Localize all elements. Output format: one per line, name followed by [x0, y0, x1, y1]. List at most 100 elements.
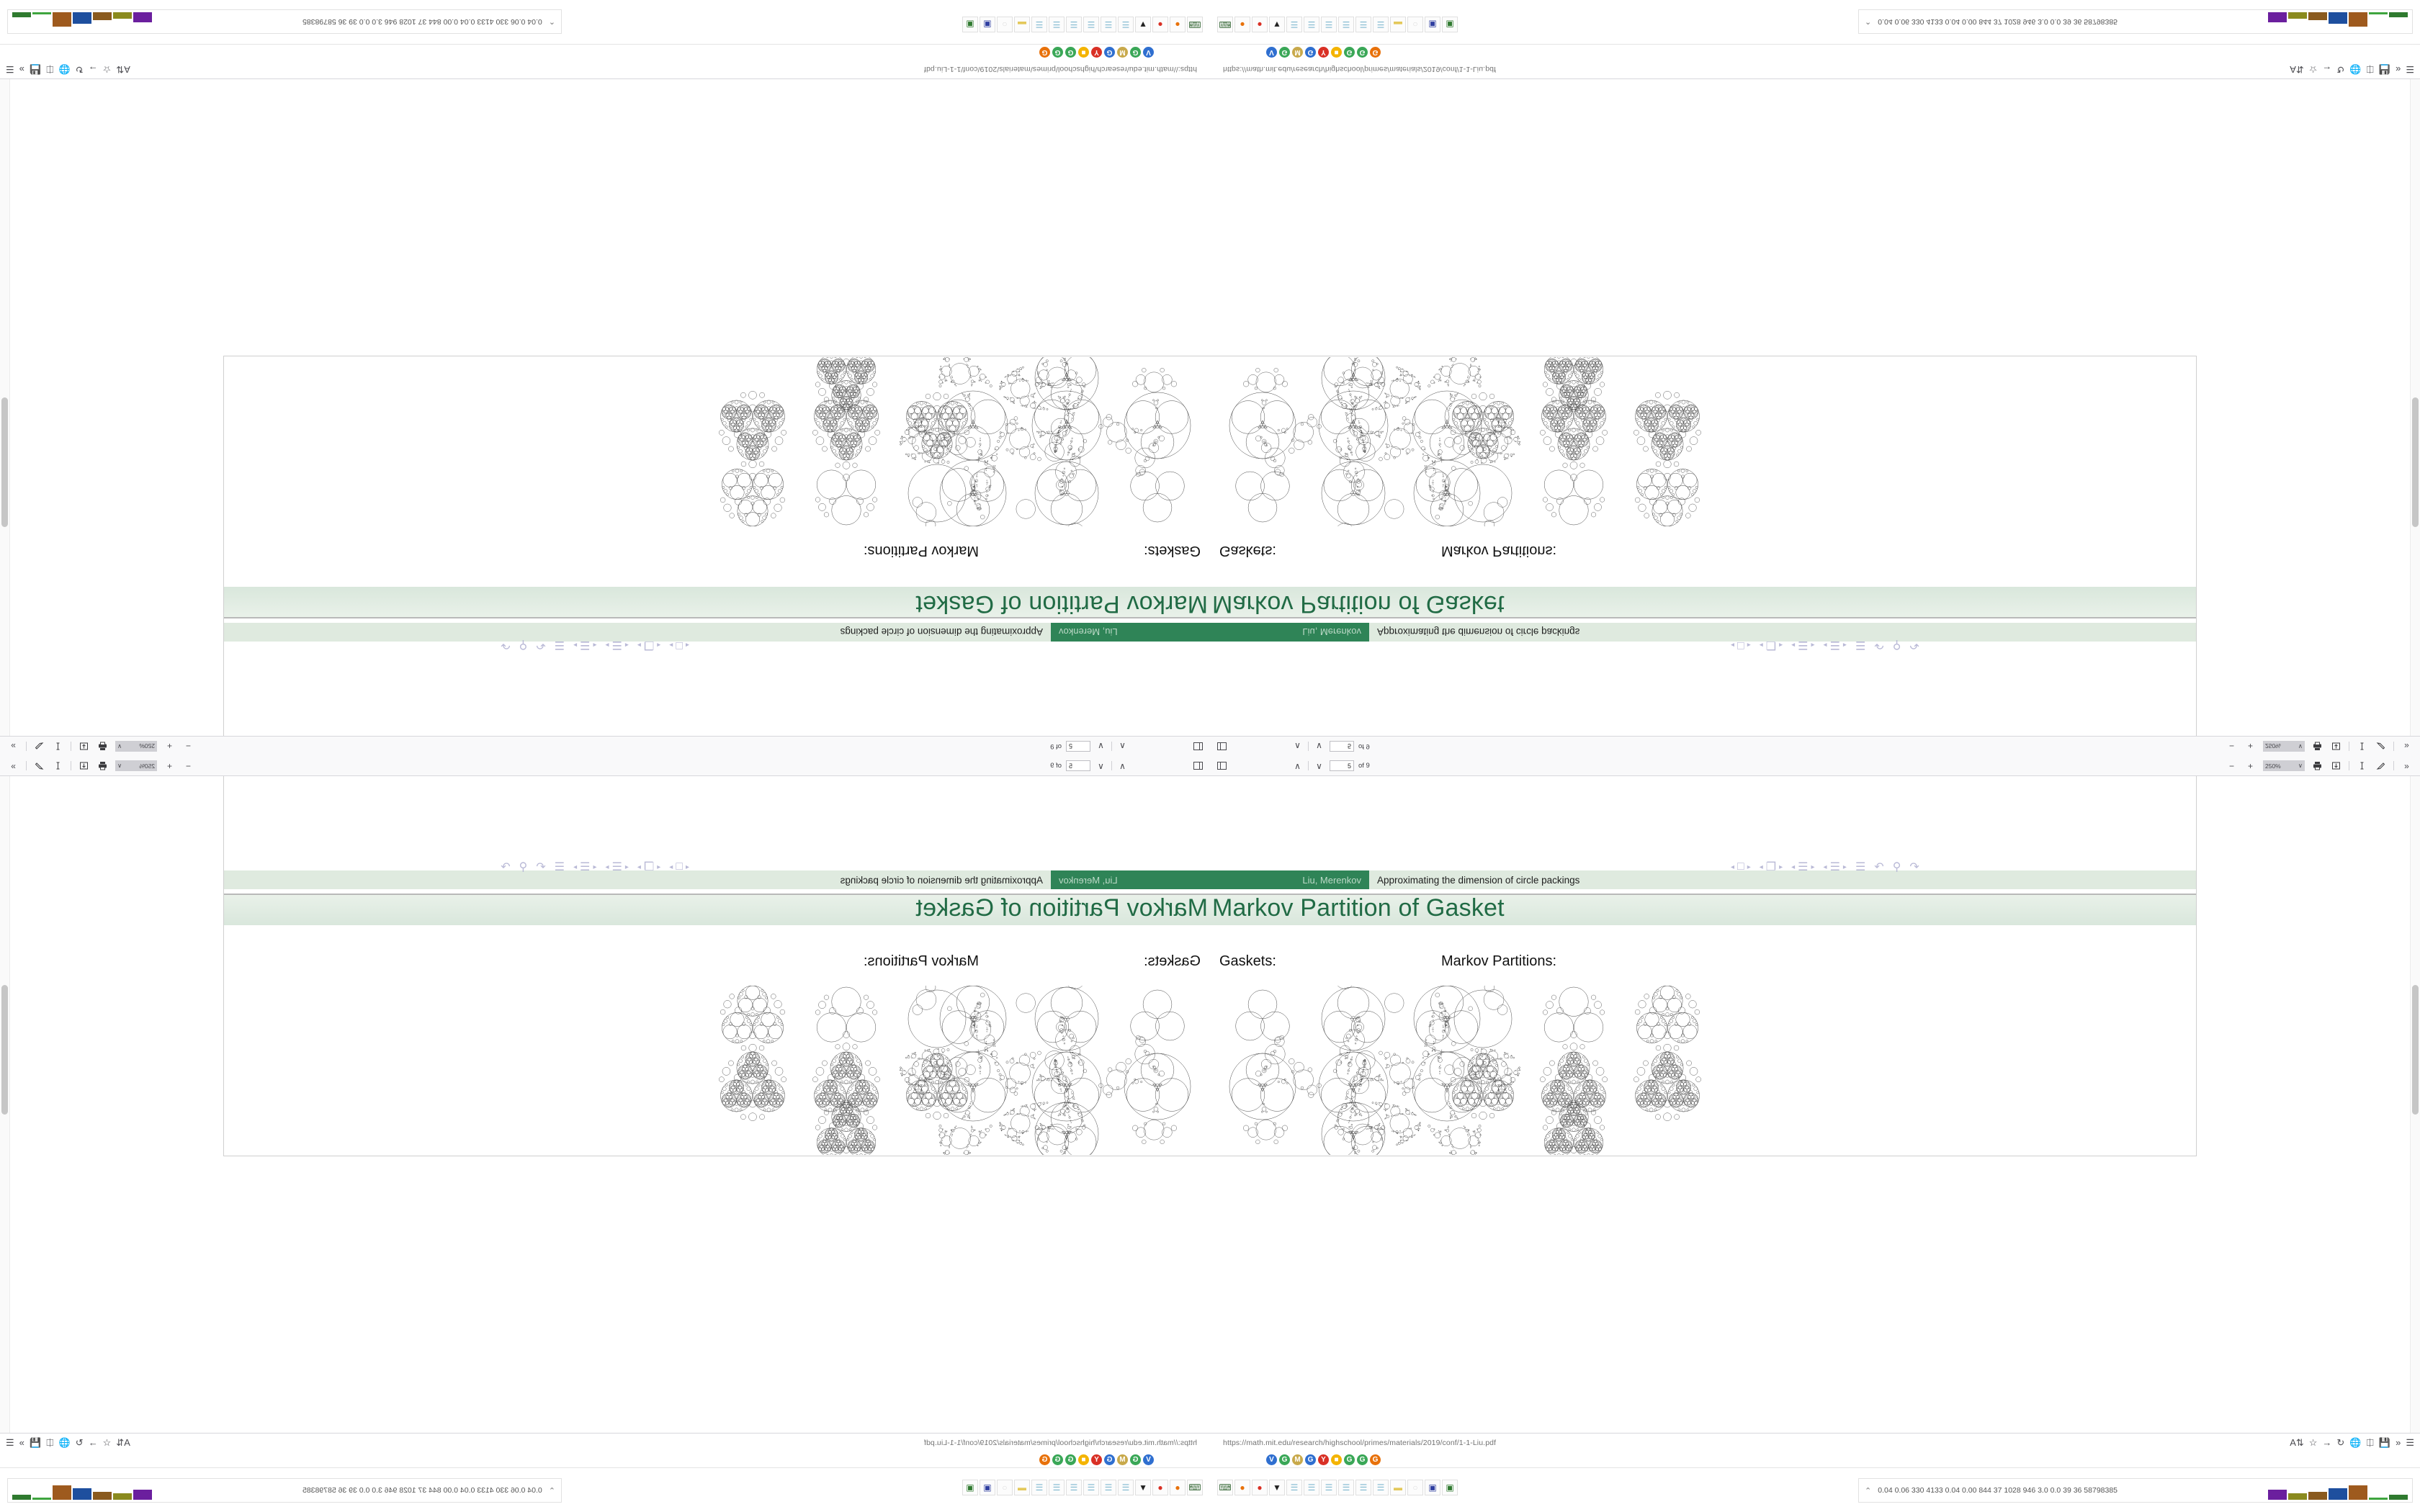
taskbar-blank[interactable]: ○	[1407, 17, 1423, 32]
more-tools-icon[interactable]: »	[11, 760, 16, 771]
bookmark-img[interactable]: ■	[1331, 1454, 1342, 1465]
zoom-level-select[interactable]: 250% ∨	[2263, 741, 2305, 752]
section-next-icon[interactable]: ▸	[573, 863, 578, 871]
bookmark-g2[interactable]: G	[1305, 47, 1316, 58]
highlighter-icon[interactable]	[2375, 760, 2387, 772]
taskbar-notepad-5[interactable]: ☰	[1049, 1480, 1065, 1495]
subsection-prev-icon[interactable]: ◂	[1791, 641, 1796, 649]
taskbar-notepad-2[interactable]: ☰	[1101, 17, 1116, 32]
bookmark-star-icon[interactable]: ☆	[2308, 1436, 2318, 1448]
pdf-viewer[interactable]: ∧ ∨ of 9 − + 250% ∨	[0, 79, 1210, 756]
slide-next-icon[interactable]: ▸	[637, 863, 641, 871]
table-of-contents-icon[interactable]: ☰	[554, 639, 565, 651]
taskbar-blank[interactable]: ○	[997, 1480, 1013, 1495]
pdf-page-container[interactable]: Liu, Merenkov Approximating the dimensio…	[0, 79, 1210, 736]
reader-globe-icon[interactable]: 🌐	[2349, 1436, 2362, 1448]
bookmark-y[interactable]: Y	[1318, 47, 1329, 58]
bookmark-g5[interactable]: G	[1039, 1454, 1050, 1465]
sidebar-toggle-icon[interactable]	[1192, 760, 1204, 772]
beamer-nav-overlay[interactable]: ◂ □ ▸ ◂ ❐ ▸ ◂ ☰	[380, 859, 689, 875]
pdf-page-container[interactable]: Liu, Merenkov Approximating the dimensio…	[1210, 79, 2420, 736]
subsection-prev-icon[interactable]: ◂	[624, 641, 629, 649]
bookmark-g4[interactable]: G	[1052, 47, 1063, 58]
taskbar-window-list[interactable]: ⌨ ● ● ▼ ☰ ☰ ☰ ☰ ☰ ☰ ▬ ○ ▣ ▣	[962, 1480, 1203, 1495]
taskbar-app-red[interactable]: ●	[1252, 17, 1268, 32]
bookmark-g4[interactable]: G	[1357, 47, 1368, 58]
url-bar-actions[interactable]: A⇅ ☆ → ↻ 🌐 ⎅ 💾 » ☰	[2290, 1437, 2420, 1449]
bookmark-g1[interactable]: G	[1130, 47, 1141, 58]
bookmark-y[interactable]: Y	[1091, 47, 1102, 58]
browser-url-bar[interactable]: https://math.mit.edu/research/highschool…	[1210, 60, 2420, 79]
taskbar-notepad-5[interactable]: ☰	[1355, 17, 1371, 32]
taskbar-notepad-3[interactable]: ☰	[1321, 17, 1337, 32]
next-page-icon[interactable]: ∨	[1098, 741, 1104, 752]
overflow-chevrons-icon[interactable]: »	[2396, 64, 2401, 75]
account-icon[interactable]: ⎅	[46, 1436, 54, 1448]
frame-next-icon[interactable]: ▸	[669, 863, 673, 871]
bookmarks-bar[interactable]: V G M G Y ■ G G G	[1210, 45, 2420, 60]
section-nav[interactable]: ◂ ☰ ▸	[1824, 860, 1847, 874]
frame-nav[interactable]: ◂ □ ▸	[1731, 860, 1751, 873]
taskbar-notepad-6[interactable]: ☰	[1031, 17, 1047, 32]
bookmark-y[interactable]: Y	[1318, 1454, 1329, 1465]
slide-prev-icon[interactable]: ◂	[1759, 863, 1763, 871]
translate-icon[interactable]: A⇅	[2290, 1436, 2304, 1448]
reader-globe-icon[interactable]: 🌐	[58, 64, 71, 76]
bookmark-v[interactable]: V	[1143, 1454, 1154, 1465]
reload-icon[interactable]: ↻	[2336, 64, 2345, 76]
highlighter-icon[interactable]	[33, 760, 45, 772]
save-page-icon[interactable]: 💾	[2378, 64, 2391, 76]
bookmark-img[interactable]: ■	[1078, 47, 1089, 58]
pdf-vertical-scrollbar[interactable]	[0, 79, 10, 736]
taskbar-app-red[interactable]: ●	[1152, 1480, 1168, 1495]
table-of-contents-icon[interactable]: ☰	[554, 861, 565, 873]
taskbar-window-list[interactable]: ⌨ ● ● ▼ ☰ ☰ ☰ ☰ ☰ ☰ ▬ ○ ▣ ▣	[1217, 17, 1458, 32]
beamer-nav-overlay[interactable]: ◂ □ ▸ ◂ ❐ ▸ ◂ ☰	[1731, 637, 2040, 653]
zoom-level-select[interactable]: 250% ∨	[115, 741, 157, 752]
system-monitor-widget[interactable]: ⌃ 0.04 0.06 330 4133 0.04 0.00 844 37 10…	[7, 1478, 562, 1503]
forward-icon[interactable]: ↷	[1909, 639, 1919, 651]
frame-nav[interactable]: ◂ □ ▸	[669, 639, 689, 652]
account-icon[interactable]: ⎅	[46, 64, 54, 76]
bookmark-star-icon[interactable]: ☆	[102, 64, 112, 76]
pdf-scrollbar-thumb[interactable]	[1, 397, 8, 527]
text-select-icon[interactable]	[2356, 760, 2368, 772]
frame-next-icon[interactable]: ▸	[1747, 863, 1751, 871]
url-bar-actions[interactable]: A⇅ ☆ → ↻ 🌐 ⎅ 💾 » ☰	[2290, 64, 2420, 76]
bookmark-v[interactable]: V	[1143, 47, 1154, 58]
quadrant-top-right[interactable]: ∧ ∨ of 9 − + 250% ∨	[1210, 0, 2420, 756]
taskbar-notepad-5[interactable]: ☰	[1049, 17, 1065, 32]
system-monitor-widget[interactable]: ⌃ 0.04 0.06 330 4133 0.04 0.00 844 37 10…	[1858, 9, 2413, 34]
url-bar-actions[interactable]: A⇅ ☆ → ↻ 🌐 ⎅ 💾 » ☰	[0, 64, 130, 76]
bookmarks-bar[interactable]: V G M G Y ■ G G G	[0, 1452, 1210, 1467]
pdf-toolbar[interactable]: ∧ ∨ of 9 − + 250% ∨	[0, 736, 1210, 756]
bookmark-g4[interactable]: G	[1357, 1454, 1368, 1465]
dock-strip[interactable]	[0, 1503, 1210, 1512]
share-icon[interactable]: →	[88, 1437, 98, 1448]
zoom-level-select[interactable]: 250% ∨	[2263, 760, 2305, 771]
zoom-in-button[interactable]: +	[2247, 741, 2253, 752]
section-next-icon[interactable]: ▸	[1842, 641, 1847, 649]
subsection-prev-icon[interactable]: ◂	[1791, 863, 1796, 871]
taskbar-floppy-blue[interactable]: ▣	[980, 1480, 995, 1495]
taskbar-app-dark[interactable]: ▼	[1135, 1480, 1151, 1495]
sysmon-expand-icon[interactable]: ⌃	[1865, 1486, 1872, 1495]
hamburger-menu-icon[interactable]: ☰	[2406, 64, 2414, 76]
slide-nav[interactable]: ◂ ❐ ▸	[637, 638, 660, 652]
frame-prev-icon[interactable]: ◂	[685, 641, 689, 649]
taskbar-folder[interactable]: ▬	[1014, 17, 1030, 32]
sysmon-expand-icon[interactable]: ⌃	[1865, 17, 1872, 26]
bookmark-m[interactable]: M	[1292, 47, 1303, 58]
bookmark-star-icon[interactable]: ☆	[102, 1436, 112, 1448]
subsection-nav[interactable]: ◂ ☰ ▸	[605, 860, 628, 874]
taskbar-app-dark[interactable]: ▼	[1269, 17, 1285, 32]
translate-icon[interactable]: A⇅	[2290, 64, 2304, 76]
slide-prev-icon[interactable]: ◂	[657, 863, 661, 871]
next-page-icon[interactable]: ∨	[1098, 760, 1104, 771]
zoom-level-select[interactable]: 250% ∨	[115, 760, 157, 771]
zoom-in-button[interactable]: +	[167, 741, 173, 752]
page-number-input[interactable]	[1330, 741, 1354, 752]
bookmarks-bar[interactable]: V G M G Y ■ G G G	[0, 45, 1210, 60]
sidebar-toggle-icon[interactable]	[1216, 740, 1228, 752]
translate-icon[interactable]: A⇅	[116, 64, 130, 76]
